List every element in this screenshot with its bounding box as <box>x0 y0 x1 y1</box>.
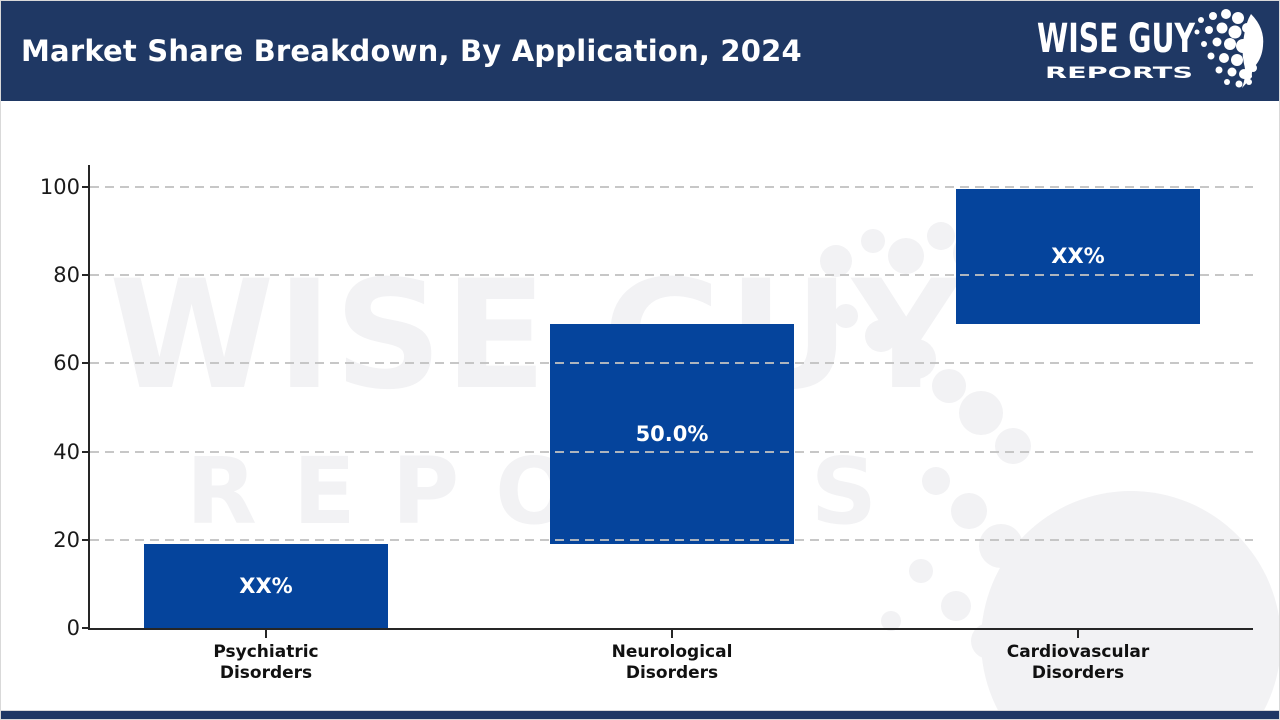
gridline-100 <box>90 186 1253 188</box>
y-tick-mark <box>82 274 90 277</box>
page-title: Market Share Breakdown, By Application, … <box>21 34 802 68</box>
x-axis-label-2: Neurological Disorders <box>611 642 733 683</box>
gridline-40 <box>90 450 1253 453</box>
y-tick-label-40: 40 <box>53 439 80 464</box>
y-tick-mark <box>82 627 90 629</box>
x-tick-mark <box>671 630 673 638</box>
bar-1 <box>144 544 388 628</box>
header-bar: Market Share Breakdown, By Application, … <box>1 1 1279 101</box>
x-axis-line <box>88 628 1253 630</box>
bar-value-label-1: XX% <box>239 574 293 599</box>
chart-area: WISE GUY REPORTS XX%50.0%XX%020406080100… <box>1 101 1279 713</box>
y-tick-label-0: 0 <box>66 616 80 640</box>
x-axis-label-3: Cardiovascular Disorders <box>1006 642 1150 683</box>
logo-text-line1: WISE GUY <box>1037 16 1196 62</box>
wiseguy-logo-graphic: WISE GUY REPORTS <box>1037 9 1264 88</box>
gridline-60 <box>90 362 1253 365</box>
y-axis-line <box>88 165 90 630</box>
watermark-text-line1: WISE GUY <box>109 249 963 423</box>
logo-text-line2: REPORTS <box>1045 63 1193 82</box>
y-tick-mark <box>82 450 90 453</box>
x-tick-mark <box>265 630 267 638</box>
x-tick-mark <box>1077 630 1079 638</box>
y-tick-label-80: 80 <box>53 263 80 288</box>
y-tick-mark <box>82 362 90 365</box>
gridline-80 <box>90 274 1253 277</box>
logo-face-dots-icon <box>1194 9 1264 88</box>
y-tick-label-100: 100 <box>39 175 80 199</box>
y-tick-label-20: 20 <box>53 527 80 552</box>
footer-bar <box>1 710 1279 719</box>
y-tick-mark <box>82 538 90 541</box>
bar-value-label-2: 50.0% <box>635 421 709 446</box>
y-tick-label-60: 60 <box>53 351 80 376</box>
bar-2 <box>550 323 794 545</box>
bar-value-label-3: XX% <box>1051 244 1105 269</box>
y-tick-mark <box>82 186 90 188</box>
gridline-20 <box>90 538 1253 541</box>
x-axis-label-1: Psychiatric Disorders <box>213 642 319 683</box>
bar-3 <box>956 189 1200 324</box>
wiseguy-logo: WISE GUY REPORTS <box>1035 8 1267 94</box>
